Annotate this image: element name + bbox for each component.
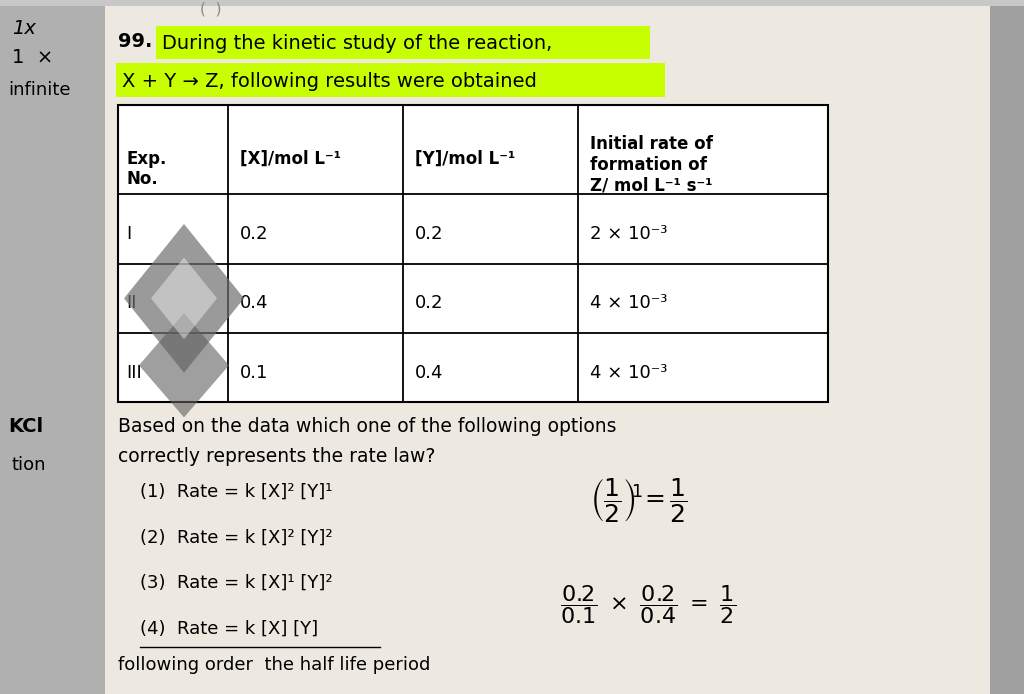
FancyBboxPatch shape	[990, 6, 1024, 694]
Text: During the kinetic study of the reaction,: During the kinetic study of the reaction…	[162, 35, 552, 53]
Text: correctly represents the rate law?: correctly represents the rate law?	[118, 447, 435, 466]
Text: tion: tion	[12, 456, 46, 474]
Text: 1x: 1x	[12, 19, 36, 37]
Text: (1)  Rate = k [X]² [Y]¹: (1) Rate = k [X]² [Y]¹	[140, 482, 333, 500]
Text: 99.: 99.	[118, 33, 153, 51]
Text: 0.1: 0.1	[240, 364, 268, 382]
FancyBboxPatch shape	[105, 6, 1024, 694]
FancyBboxPatch shape	[116, 63, 665, 97]
Text: following order  the half life period: following order the half life period	[118, 657, 430, 674]
Text: [Y]/mol L⁻¹: [Y]/mol L⁻¹	[415, 150, 515, 168]
Text: (2)  Rate = k [X]² [Y]²: (2) Rate = k [X]² [Y]²	[140, 528, 333, 546]
Text: III: III	[126, 364, 141, 382]
Text: 0.4: 0.4	[240, 294, 268, 312]
Text: X + Y → Z, following results were obtained: X + Y → Z, following results were obtain…	[122, 72, 537, 91]
Text: (  ): ( )	[200, 2, 221, 17]
Polygon shape	[124, 224, 244, 373]
Text: 4 × 10⁻³: 4 × 10⁻³	[590, 364, 668, 382]
Polygon shape	[151, 257, 217, 339]
Text: $\left(\dfrac{1}{2}\right)^{\!\!1}\!=\dfrac{1}{2}$: $\left(\dfrac{1}{2}\right)^{\!\!1}\!=\df…	[590, 476, 688, 524]
Text: Exp.
No.: Exp. No.	[126, 150, 166, 188]
Polygon shape	[139, 313, 229, 417]
Text: (4)  Rate = k [X] [Y]: (4) Rate = k [X] [Y]	[140, 620, 318, 638]
Text: Initial rate of
formation of
Z/ mol L⁻¹ s⁻¹: Initial rate of formation of Z/ mol L⁻¹ …	[590, 135, 713, 194]
Text: 4 × 10⁻³: 4 × 10⁻³	[590, 294, 668, 312]
Text: $\dfrac{0.2}{0.1}\ \times\ \dfrac{0.2}{0.4}\ =\ \dfrac{1}{2}$: $\dfrac{0.2}{0.1}\ \times\ \dfrac{0.2}{0…	[560, 583, 736, 626]
FancyBboxPatch shape	[0, 6, 105, 694]
FancyBboxPatch shape	[118, 105, 828, 403]
Text: II: II	[126, 294, 136, 312]
Text: I: I	[126, 225, 131, 243]
Text: infinite: infinite	[8, 81, 71, 99]
FancyBboxPatch shape	[156, 26, 650, 60]
Text: 0.2: 0.2	[240, 225, 268, 243]
Text: (3)  Rate = k [X]¹ [Y]²: (3) Rate = k [X]¹ [Y]²	[140, 574, 333, 592]
Text: 0.4: 0.4	[415, 364, 443, 382]
Text: KCl: KCl	[8, 417, 43, 437]
Text: 0.2: 0.2	[415, 294, 443, 312]
Text: [X]/mol L⁻¹: [X]/mol L⁻¹	[240, 150, 341, 168]
Text: Based on the data which one of the following options: Based on the data which one of the follo…	[118, 417, 616, 437]
Text: 1  ×: 1 ×	[12, 49, 53, 67]
Text: 2 × 10⁻³: 2 × 10⁻³	[590, 225, 668, 243]
Text: 0.2: 0.2	[415, 225, 443, 243]
